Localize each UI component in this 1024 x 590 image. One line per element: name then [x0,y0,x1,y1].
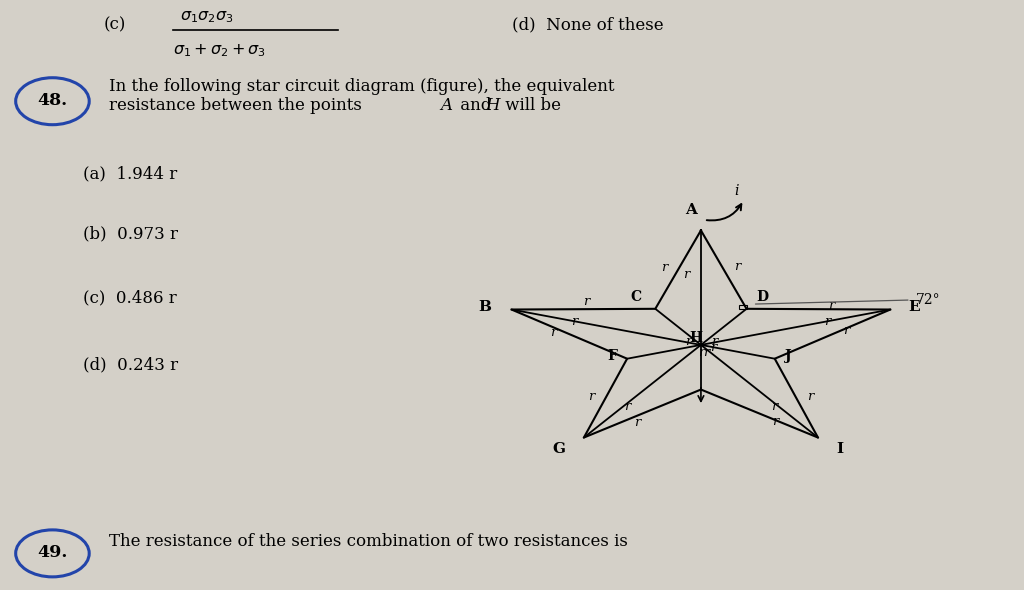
Text: 49.: 49. [37,544,68,560]
Text: A: A [440,97,453,113]
Text: r: r [634,416,640,429]
Text: G: G [553,442,565,456]
Text: r: r [702,346,710,359]
Text: r: r [824,315,830,328]
Text: (c): (c) [103,17,126,34]
Text: In the following star circuit diagram (figure), the equivalent: In the following star circuit diagram (f… [109,78,614,95]
Text: will be: will be [500,97,561,113]
Text: 48.: 48. [38,91,68,109]
Text: r: r [697,346,705,359]
Text: r: r [625,400,631,413]
Text: $\sigma_1 + \sigma_2 + \sigma_3$: $\sigma_1 + \sigma_2 + \sigma_3$ [173,42,266,60]
Text: D: D [757,290,769,304]
Text: r: r [711,336,718,349]
Text: r: r [808,391,814,404]
Text: A: A [685,204,696,218]
Text: r: r [685,336,692,349]
Text: r: r [710,342,716,355]
Text: $\sigma_1\sigma_2\sigma_3$: $\sigma_1\sigma_2\sigma_3$ [180,8,233,25]
Text: C: C [630,290,641,304]
Text: H: H [689,331,702,345]
Text: r: r [550,326,556,339]
Text: (d)  0.243 r: (d) 0.243 r [83,357,178,373]
Text: F: F [607,349,616,363]
Text: r: r [571,315,578,328]
Text: r: r [771,415,778,428]
Text: r: r [588,391,594,404]
Text: (b)  0.973 r: (b) 0.973 r [83,226,178,242]
Text: resistance between the points: resistance between the points [109,97,367,113]
Text: r: r [734,260,740,273]
Text: r: r [771,400,777,413]
Text: I: I [837,442,844,456]
Text: E: E [908,300,921,314]
Text: r: r [843,324,849,337]
Text: H: H [485,97,500,113]
Text: (a)  1.944 r: (a) 1.944 r [83,166,177,183]
Text: r: r [683,268,690,281]
Text: (d)  None of these: (d) None of these [512,17,664,34]
Text: r: r [660,261,667,274]
Text: 72°: 72° [915,293,940,307]
Text: i: i [734,184,739,198]
Text: J: J [785,349,792,363]
Text: r: r [584,295,590,308]
Text: and: and [455,97,497,113]
Text: r: r [828,299,835,312]
Text: The resistance of the series combination of two resistances is: The resistance of the series combination… [109,533,628,550]
Text: B: B [478,300,492,314]
Text: (c)  0.486 r: (c) 0.486 r [83,289,177,306]
